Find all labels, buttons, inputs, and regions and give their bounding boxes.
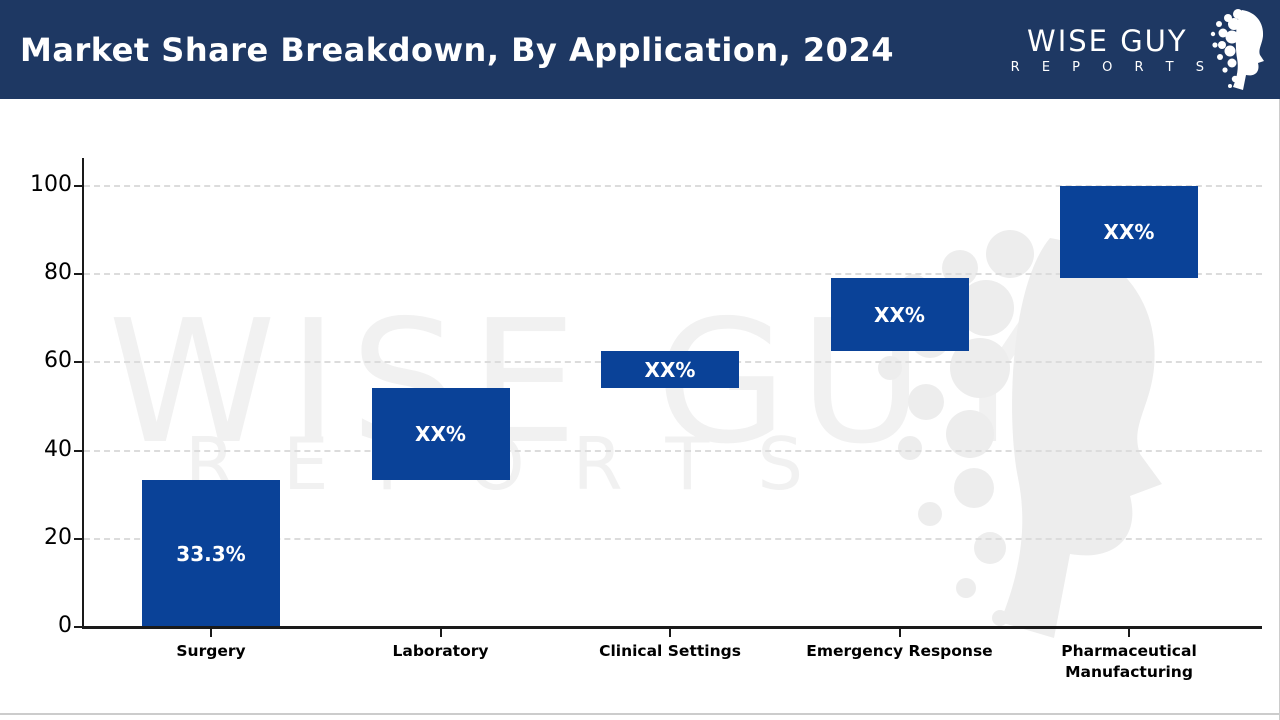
y-tick-mark bbox=[74, 537, 82, 540]
x-tick-mark bbox=[210, 629, 212, 637]
bottom-rule bbox=[0, 713, 1280, 715]
gridline bbox=[84, 537, 1262, 540]
x-axis-label: Clinical Settings bbox=[599, 642, 741, 660]
bar-value-label: XX% bbox=[644, 357, 696, 382]
y-tick-label: 60 bbox=[44, 348, 72, 374]
x-axis-label: Surgery bbox=[176, 642, 246, 660]
logo-line1: WISE GUY bbox=[1027, 24, 1188, 58]
y-tick-mark bbox=[74, 626, 82, 628]
y-tick-label: 80 bbox=[44, 260, 72, 286]
x-tick-mark bbox=[898, 629, 901, 637]
y-tick-mark bbox=[74, 185, 82, 187]
y-tick-label: 0 bbox=[58, 613, 72, 638]
page-title: Market Share Breakdown, By Application, … bbox=[20, 30, 894, 69]
y-tick-label: 20 bbox=[44, 524, 72, 550]
wiseguy-head-logo-icon bbox=[1210, 8, 1264, 90]
gridline bbox=[84, 449, 1262, 452]
bar-segment: 33.3% bbox=[142, 480, 280, 627]
y-axis-line bbox=[82, 158, 84, 628]
x-axis-label: Laboratory bbox=[392, 642, 489, 660]
header-bar: Market Share Breakdown, By Application, … bbox=[0, 0, 1280, 99]
gridline bbox=[84, 273, 1262, 276]
wiseguy-logo-wordmark: WISE GUY R E P O R T S bbox=[1011, 24, 1204, 75]
x-axis-label: Pharmaceutical Manufacturing bbox=[1061, 642, 1197, 681]
bar-value-label: 33.3% bbox=[176, 541, 246, 566]
y-tick-label: 100 bbox=[30, 172, 72, 197]
watermark-text-reports: REPORTS bbox=[185, 422, 852, 506]
x-tick-mark bbox=[1128, 629, 1130, 637]
gridline bbox=[84, 185, 1262, 187]
logo-line2: R E P O R T S bbox=[1010, 60, 1213, 75]
y-tick-mark bbox=[74, 273, 82, 276]
bar-segment: XX% bbox=[830, 277, 969, 352]
bar-segment: XX% bbox=[601, 351, 739, 388]
x-tick-mark bbox=[669, 629, 671, 637]
x-axis-line bbox=[82, 626, 1262, 629]
y-tick-mark bbox=[74, 361, 82, 364]
x-axis-label: Emergency Response bbox=[806, 642, 993, 660]
y-tick-mark bbox=[74, 449, 82, 452]
wiseguy-logo: WISE GUY R E P O R T S bbox=[1011, 8, 1266, 92]
bar-segment: XX% bbox=[371, 387, 510, 481]
x-tick-mark bbox=[439, 629, 442, 637]
bar-value-label: XX% bbox=[415, 422, 466, 447]
bar-segment: XX% bbox=[1060, 186, 1198, 278]
y-tick-label: 40 bbox=[44, 436, 72, 462]
bar-value-label: XX% bbox=[874, 302, 925, 327]
bar-value-label: XX% bbox=[1103, 219, 1155, 244]
